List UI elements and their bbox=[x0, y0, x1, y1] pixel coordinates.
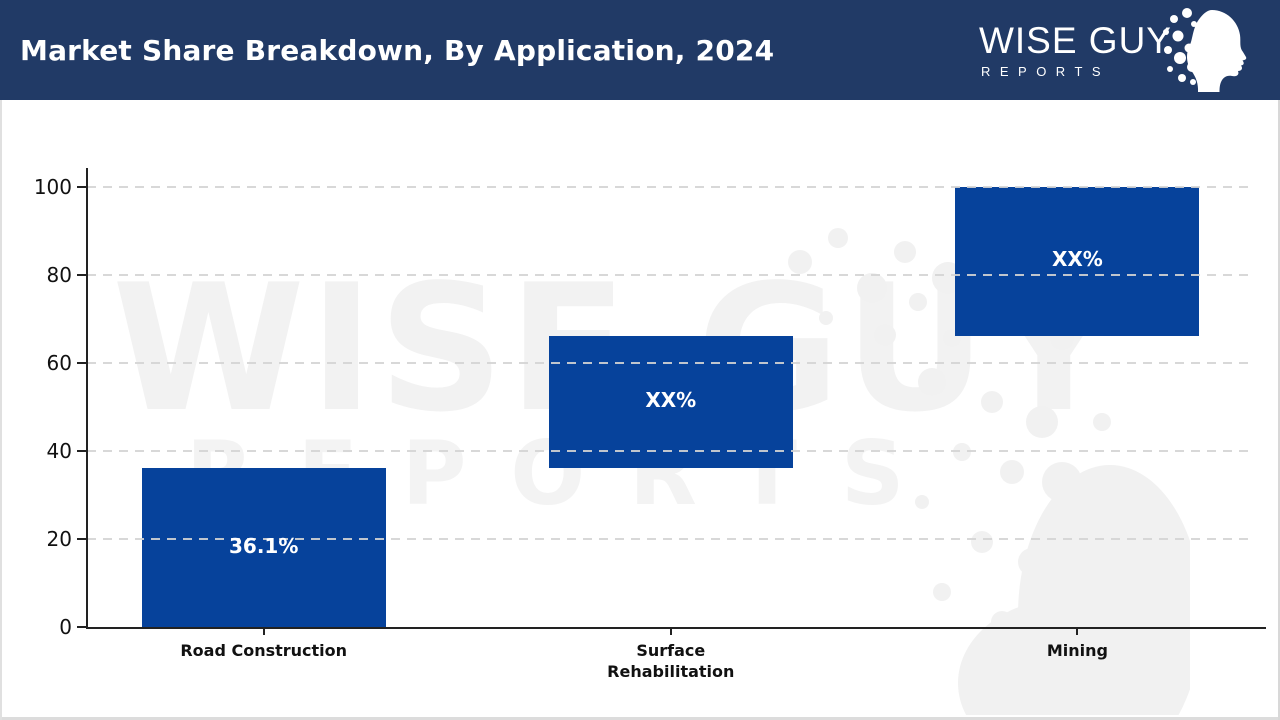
y-axis-tick-label-40: 40 bbox=[46, 439, 72, 463]
bar-surface-rehabilitation bbox=[548, 335, 793, 469]
page-right-rule bbox=[1278, 100, 1280, 720]
gridline-100 bbox=[87, 186, 1253, 188]
page-title: Market Share Breakdown, By Application, … bbox=[20, 33, 775, 67]
x-axis-tick-mark-surface-rehabilitation bbox=[669, 627, 672, 635]
y-axis-tick-label-80: 80 bbox=[46, 263, 72, 287]
bar-label-mining: XX% bbox=[1051, 247, 1103, 272]
logo-wordmark-main: WISE GUY bbox=[978, 19, 1172, 61]
bar-label-surface-rehabilitation: XX% bbox=[645, 387, 697, 412]
y-axis-line bbox=[86, 168, 88, 629]
x-axis-label-road-construction: Road Construction bbox=[180, 641, 348, 660]
bar-road-construction bbox=[141, 468, 386, 627]
gridline-20 bbox=[87, 538, 1253, 540]
x-axis-label-surface-rehabilitation: Surface Rehabilitation bbox=[607, 641, 735, 681]
bar-label-road-construction: 36.1% bbox=[228, 533, 299, 558]
y-axis-tick-mark-100 bbox=[77, 186, 86, 188]
gridline-60 bbox=[87, 362, 1253, 364]
wiseguy-logo: WISE GUY REPORTS bbox=[979, 6, 1258, 94]
y-axis-tick-mark-60 bbox=[77, 362, 86, 364]
y-axis-tick-label-20: 20 bbox=[46, 527, 72, 551]
x-axis-label-mining: Mining bbox=[1046, 641, 1108, 660]
y-axis-tick-label-60: 60 bbox=[46, 351, 72, 375]
bar-mining bbox=[955, 187, 1200, 336]
y-axis-tick-mark-40 bbox=[77, 450, 86, 452]
x-axis-tick-mark-road-construction bbox=[262, 627, 265, 635]
y-axis-tick-mark-80 bbox=[77, 274, 86, 276]
x-axis-line bbox=[86, 627, 1266, 629]
page-left-rule bbox=[0, 100, 2, 720]
gridline-80 bbox=[87, 274, 1253, 276]
y-axis-tick-label-100: 100 bbox=[33, 175, 72, 199]
page-bottom-rule bbox=[0, 717, 1280, 720]
logo-wordmark-sub: REPORTS bbox=[980, 63, 1111, 79]
y-axis-tick-label-0: 0 bbox=[59, 615, 72, 639]
gridline-40 bbox=[87, 450, 1253, 452]
x-axis-tick-mark-mining bbox=[1076, 627, 1079, 635]
logo-wordmark: WISE GUY REPORTS bbox=[979, 22, 1172, 79]
y-axis-tick-mark-0 bbox=[77, 626, 86, 628]
header: Market Share Breakdown, By Application, … bbox=[0, 0, 1280, 100]
y-axis-tick-mark-20 bbox=[77, 538, 86, 540]
logo-face-icon bbox=[1163, 8, 1247, 92]
